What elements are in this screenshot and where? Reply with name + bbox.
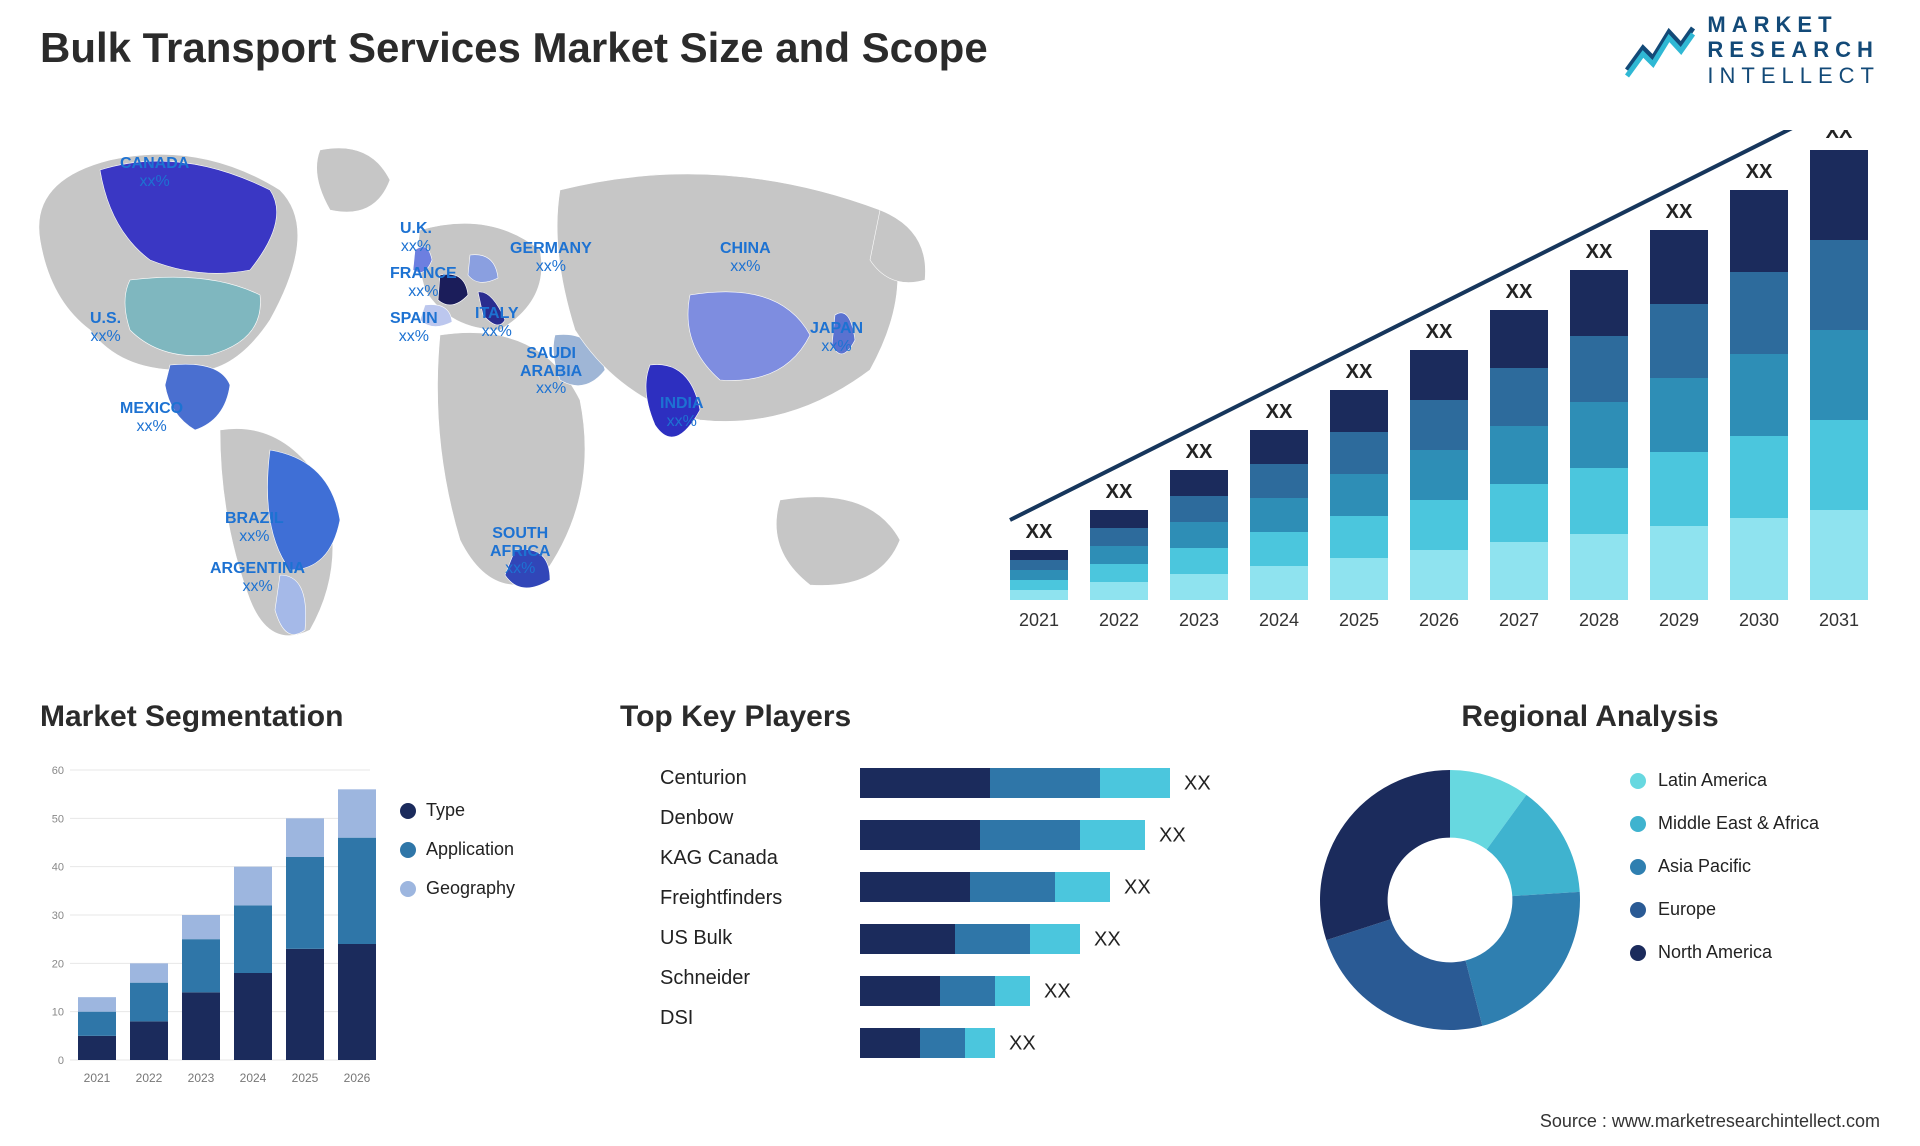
map-label: SOUTHAFRICAxx% — [490, 525, 550, 578]
regional-donut — [1300, 750, 1600, 1050]
source-text: Source : www.marketresearchintellect.com — [1540, 1111, 1880, 1132]
svg-text:30: 30 — [52, 910, 64, 922]
legend-item: Application — [400, 839, 515, 860]
players-list: CenturionDenbowKAG CanadaFreightfindersU… — [660, 758, 782, 1038]
svg-text:XX: XX — [1094, 929, 1121, 951]
legend-item: North America — [1630, 942, 1819, 963]
world-map: CANADAxx% U.S.xx% MEXICOxx% BRAZILxx% ARGENT… — [20, 120, 960, 660]
svg-text:XX: XX — [1666, 201, 1693, 223]
svg-text:2025: 2025 — [292, 1071, 319, 1085]
map-label: SPAINxx% — [390, 310, 438, 345]
map-label: CHINAxx% — [720, 240, 771, 275]
player-name: Centurion — [660, 758, 782, 798]
segmentation-legend: Type Application Geography — [400, 800, 515, 917]
map-label: ITALYxx% — [475, 305, 519, 340]
svg-text:2028: 2028 — [1579, 610, 1619, 630]
map-label: INDIAxx% — [660, 395, 704, 430]
svg-text:2022: 2022 — [1099, 610, 1139, 630]
players-bars: XX XX XX XX XX XX — [860, 768, 1260, 1088]
legend-item: Geography — [400, 878, 515, 899]
brand-logo: MARKET RESEARCH INTELLECT — [1625, 12, 1880, 88]
svg-text:0: 0 — [58, 1055, 64, 1067]
segmentation-section: Market Segmentation 0 10 20 30 40 50 60 2021 202… — [40, 700, 560, 1100]
svg-text:XX: XX — [1009, 1033, 1036, 1055]
legend-item: Type — [400, 800, 515, 821]
svg-text:2024: 2024 — [1259, 610, 1299, 630]
svg-text:XX: XX — [1746, 161, 1773, 183]
svg-text:XX: XX — [1346, 361, 1373, 383]
map-label: BRAZILxx% — [225, 510, 284, 545]
svg-text:50: 50 — [52, 813, 64, 825]
svg-text:XX: XX — [1186, 441, 1213, 463]
regional-legend: Latin America Middle East & Africa Asia Pa… — [1630, 770, 1819, 985]
svg-text:2021: 2021 — [1019, 610, 1059, 630]
svg-text:2026: 2026 — [344, 1071, 371, 1085]
player-name: US Bulk — [660, 918, 782, 958]
svg-text:XX: XX — [1044, 981, 1071, 1003]
legend-item: Latin America — [1630, 770, 1819, 791]
map-label: SAUDIARABIAxx% — [520, 345, 582, 398]
svg-text:XX: XX — [1586, 241, 1613, 263]
svg-text:2024: 2024 — [240, 1071, 267, 1085]
world-map-svg — [20, 120, 960, 660]
svg-text:2023: 2023 — [188, 1071, 215, 1085]
svg-text:XX: XX — [1426, 321, 1453, 343]
svg-text:2027: 2027 — [1499, 610, 1539, 630]
svg-text:XX: XX — [1826, 130, 1853, 143]
players-section: Top Key Players CenturionDenbowKAG Canad… — [620, 700, 1280, 1100]
svg-text:XX: XX — [1106, 481, 1133, 503]
map-label: FRANCExx% — [390, 265, 457, 300]
svg-text:2021: 2021 — [84, 1071, 111, 1085]
map-label: U.K.xx% — [400, 220, 432, 255]
svg-text:40: 40 — [52, 862, 64, 874]
svg-text:2023: 2023 — [1179, 610, 1219, 630]
svg-text:2026: 2026 — [1419, 610, 1459, 630]
players-title: Top Key Players — [620, 700, 1280, 734]
map-label: U.S.xx% — [90, 310, 121, 345]
svg-text:XX: XX — [1184, 773, 1211, 795]
svg-text:10: 10 — [52, 1007, 64, 1019]
svg-text:2022: 2022 — [136, 1071, 163, 1085]
svg-text:2031: 2031 — [1819, 610, 1859, 630]
growth-chart: XX 2021 XX 2022 XX 2023 XX 2024 XX 2025 XX 2026 XX 20… — [990, 130, 1880, 650]
legend-item: Asia Pacific — [1630, 856, 1819, 877]
player-name: Freightfinders — [660, 878, 782, 918]
svg-text:20: 20 — [52, 958, 64, 970]
logo-text: MARKET RESEARCH INTELLECT — [1707, 12, 1880, 88]
map-label: JAPANxx% — [810, 320, 863, 355]
page-title: Bulk Transport Services Market Size and … — [40, 24, 988, 72]
svg-text:2025: 2025 — [1339, 610, 1379, 630]
legend-item: Europe — [1630, 899, 1819, 920]
legend-item: Middle East & Africa — [1630, 813, 1819, 834]
regional-title: Regional Analysis — [1300, 700, 1880, 734]
svg-text:XX: XX — [1266, 401, 1293, 423]
map-label: GERMANYxx% — [510, 240, 592, 275]
svg-text:2030: 2030 — [1739, 610, 1779, 630]
regional-section: Regional Analysis Latin America Middle Ea… — [1300, 700, 1880, 1100]
player-name: DSI — [660, 998, 782, 1038]
player-name: Denbow — [660, 798, 782, 838]
svg-text:XX: XX — [1506, 281, 1533, 303]
segmentation-title: Market Segmentation — [40, 700, 560, 734]
map-label: ARGENTINAxx% — [210, 560, 305, 595]
svg-text:XX: XX — [1159, 825, 1186, 847]
map-label: CANADAxx% — [120, 155, 189, 190]
svg-text:XX: XX — [1124, 877, 1151, 899]
player-name: KAG Canada — [660, 838, 782, 878]
svg-text:XX: XX — [1026, 521, 1053, 543]
map-label: MEXICOxx% — [120, 400, 183, 435]
logo-icon — [1625, 20, 1695, 80]
svg-text:60: 60 — [52, 765, 64, 777]
svg-text:2029: 2029 — [1659, 610, 1699, 630]
player-name: Schneider — [660, 958, 782, 998]
segmentation-chart: 0 10 20 30 40 50 60 2021 2022 2023 2024 2025 2026 — [40, 760, 380, 1090]
